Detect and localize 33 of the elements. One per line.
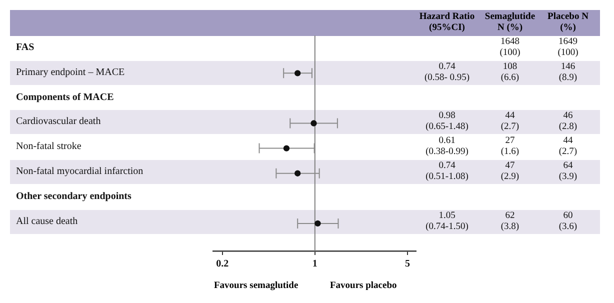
text: 108 (6.6) bbox=[500, 62, 520, 84]
y-tick-label: Non-fatal stroke bbox=[16, 141, 82, 154]
text: Hazard Ratio (95%CI) bbox=[418, 12, 476, 34]
text: 1649 (100) bbox=[556, 37, 580, 59]
text: 62 (3.8) bbox=[500, 210, 520, 233]
y-tick-label: FAS bbox=[16, 42, 34, 54]
x-tick-label: 5 bbox=[404, 258, 410, 270]
text: 44 (2.7) bbox=[500, 111, 520, 134]
text: Placebo N (%) bbox=[546, 12, 590, 34]
data-label: 0.74 (0.51-1.08) bbox=[424, 161, 470, 183]
text: 1648 (100) bbox=[498, 37, 522, 59]
text: 64 (3.9) bbox=[558, 161, 578, 183]
y-tick-label: All cause death bbox=[16, 216, 78, 228]
text: 60 (3.6) bbox=[558, 210, 578, 233]
text: Favours placebo bbox=[330, 281, 397, 291]
text: 47 (2.9) bbox=[500, 161, 520, 183]
y-tick-label: Non-fatal myocardial infarction bbox=[16, 166, 144, 178]
x-tick-label: 0.2 bbox=[216, 258, 229, 270]
data-label: 0.98 (0.65-1.48) bbox=[424, 111, 470, 134]
text: 27 (1.6) bbox=[500, 136, 520, 158]
text: Semaglutide N (%) bbox=[484, 12, 536, 34]
y-tick-label: Cardiovascular death bbox=[16, 116, 101, 128]
y-tick-label: Other secondary endpoints bbox=[16, 190, 132, 203]
data-label: 1.05 (0.74-1.50) bbox=[424, 210, 470, 233]
y-tick-label: Components of MACE bbox=[16, 92, 114, 104]
x-tick-label: 1 bbox=[312, 258, 318, 270]
text: Favours semaglutide bbox=[214, 281, 298, 291]
y-tick-label: Primary endpoint – MACE bbox=[16, 66, 125, 79]
text: 46 (2.8) bbox=[558, 111, 578, 134]
text: 146 (8.9) bbox=[558, 62, 578, 84]
data-label: 0.74 (0.58- 0.95) bbox=[423, 62, 471, 84]
data-label: 0.61 (0.38-0.99) bbox=[424, 136, 470, 158]
text: 44 (2.7) bbox=[558, 136, 578, 158]
